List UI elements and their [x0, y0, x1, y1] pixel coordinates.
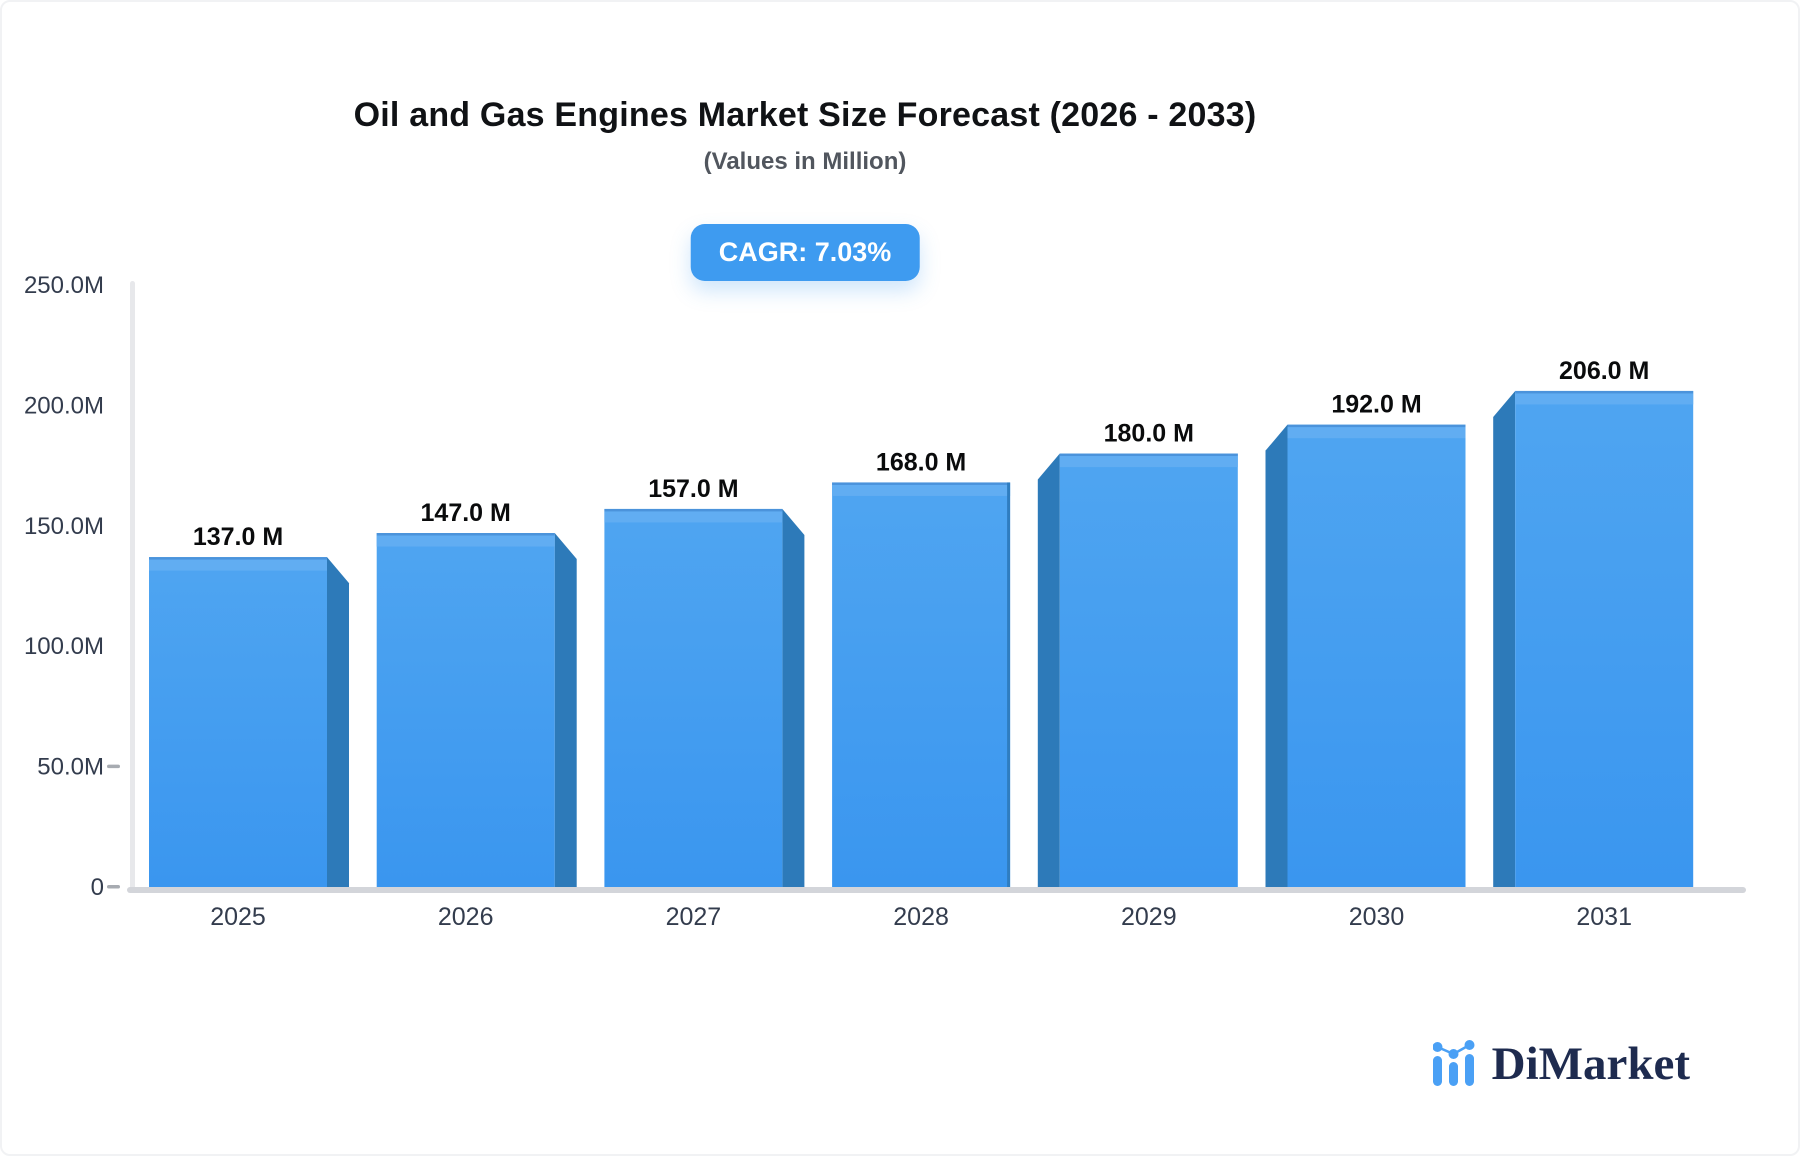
bar-top-edge-2031	[1515, 390, 1694, 394]
bar-side-2027	[782, 508, 805, 887]
y-tick-label: 0	[91, 874, 104, 901]
bar-side-2025	[327, 557, 349, 887]
bar-top-strip-2026	[376, 535, 555, 547]
x-tick-label-2028: 2028	[893, 903, 949, 931]
bar-side-2031	[1493, 390, 1516, 887]
cagr-badge: CAGR: 7.03%	[690, 224, 920, 281]
bar-top-strip-2030	[1287, 427, 1466, 439]
y-tick-dash	[107, 885, 120, 889]
y-tick-label: 250.0M	[24, 272, 104, 299]
bar-2025	[149, 557, 327, 887]
y-tick-label: 150.0M	[24, 513, 104, 540]
bar-2026	[376, 533, 555, 887]
bar-value-label-2027: 157.0 M	[648, 475, 738, 503]
y-tick-label: 100.0M	[24, 633, 104, 660]
x-tick-label-2025: 2025	[210, 903, 266, 931]
bar-top-strip-2025	[149, 559, 327, 571]
chart-title: Oil and Gas Engines Market Size Forecast…	[353, 96, 1257, 134]
bar-value-label-2030: 192.0 M	[1331, 391, 1421, 419]
brand-name: DiMarket	[1491, 1038, 1690, 1090]
bar-top-strip-2031	[1515, 393, 1694, 405]
x-tick-label-2029: 2029	[1121, 903, 1177, 931]
bar-top-strip-2028	[832, 484, 1011, 496]
bar-top-edge-2026	[376, 533, 555, 536]
bar-2028	[832, 482, 1011, 887]
x-tick-label-2031: 2031	[1576, 903, 1632, 931]
bar-value-label-2029: 180.0 M	[1104, 420, 1194, 448]
bar-chart-logo-icon	[1432, 1040, 1475, 1086]
bar-value-label-2028: 168.0 M	[876, 448, 966, 476]
bar-top-edge-2028	[832, 482, 1011, 485]
bar-value-label-2031: 206.0 M	[1559, 357, 1649, 385]
bar-top-edge-2025	[149, 557, 327, 560]
y-axis-line	[130, 281, 135, 891]
chart-subtitle: (Values in Million)	[703, 148, 907, 175]
bar-top-edge-2027	[604, 508, 783, 512]
y-tick-dash	[107, 764, 120, 769]
bar-side-2030	[1265, 424, 1288, 887]
bar-2030	[1287, 424, 1466, 887]
bar-side-2029	[1037, 453, 1060, 887]
y-tick-label: 50.0M	[37, 754, 104, 781]
x-tick-label-2027: 2027	[666, 903, 722, 931]
bar-top-edge-2029	[1059, 453, 1238, 457]
bar-value-label-2025: 137.0 M	[193, 523, 283, 551]
x-axis-line	[127, 887, 1746, 893]
bar-2027	[604, 508, 783, 887]
bar-top-strip-2027	[604, 511, 783, 523]
bar-value-label-2026: 147.0 M	[421, 499, 511, 527]
bar-2031	[1515, 390, 1694, 887]
brand-logo: DiMarket	[1432, 1038, 1690, 1090]
bar-top-strip-2029	[1059, 456, 1238, 468]
bar-2029	[1059, 453, 1238, 887]
bar-right-edge-2028	[1007, 482, 1011, 887]
x-tick-label-2026: 2026	[438, 903, 494, 931]
x-tick-label-2030: 2030	[1349, 903, 1405, 931]
bar-top-edge-2030	[1287, 424, 1466, 428]
bar-side-2026	[554, 533, 577, 887]
y-tick-label: 200.0M	[24, 392, 104, 419]
